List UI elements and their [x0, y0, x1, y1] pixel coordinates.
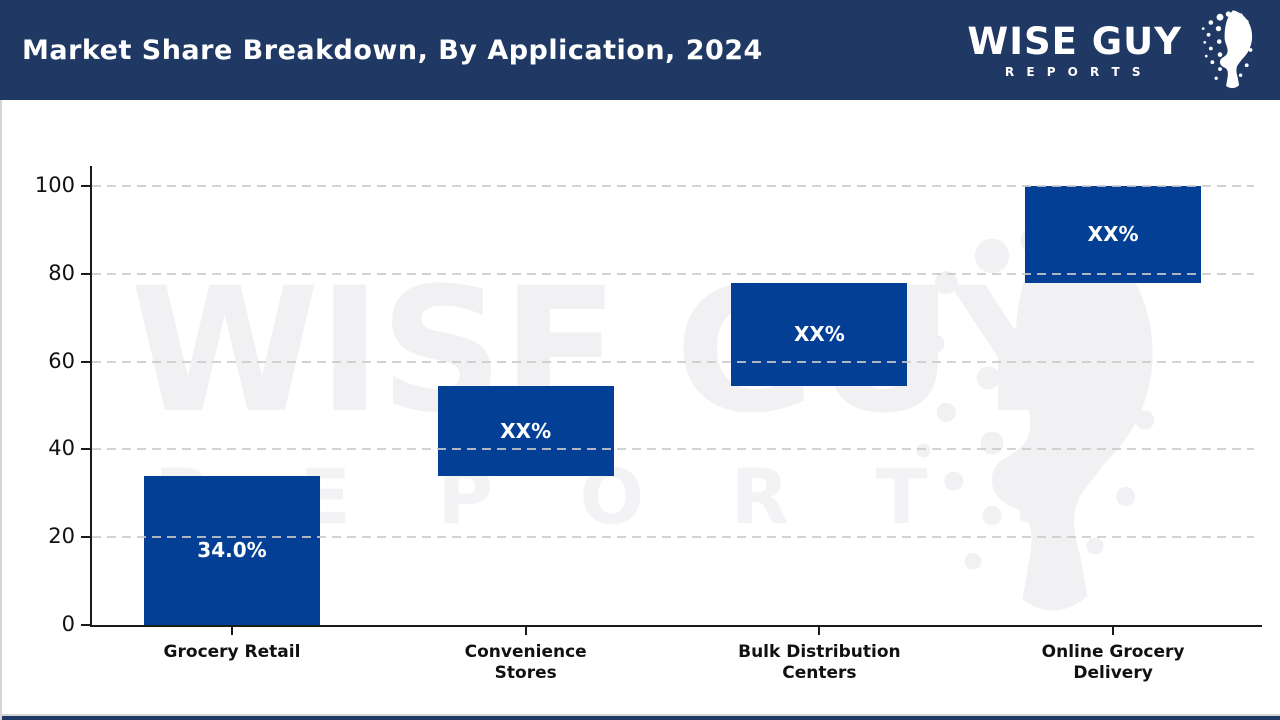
- y-tick-label: 60: [48, 348, 75, 373]
- y-tick-label: 40: [48, 436, 75, 461]
- brand-name: WISE GUY: [967, 19, 1182, 63]
- wise-guy-face-icon: [1201, 10, 1253, 89]
- header-bar: Market Share Breakdown, By Application, …: [0, 0, 1280, 100]
- y-tick-mark: [81, 448, 90, 451]
- x-tick-label: Bulk Distribution Centers: [738, 642, 901, 684]
- y-tick-label: 80: [48, 260, 75, 285]
- y-tick-label: 20: [48, 524, 75, 549]
- x-tick-mark: [231, 627, 233, 635]
- footer-strip: [2, 716, 1280, 720]
- bar: [1025, 186, 1202, 283]
- grid-line: [92, 272, 1254, 275]
- chart-canvas: WISE GUY R E P O R T S 0 20 40 60 80 100 34.0%…: [2, 100, 1280, 716]
- grid-line: [92, 360, 1254, 363]
- x-tick-mark: [818, 627, 821, 635]
- brand-subname: R E P O R T S: [1004, 64, 1145, 79]
- grid-line: [92, 448, 1254, 451]
- x-tick-mark: [524, 627, 527, 635]
- y-axis: [90, 166, 92, 627]
- y-tick-mark: [81, 536, 90, 539]
- x-tick-label: Online Grocery Delivery: [1041, 642, 1185, 684]
- y-tick-mark: [81, 185, 90, 187]
- bar: [731, 282, 908, 386]
- x-tick-label: Grocery Retail: [163, 642, 301, 662]
- bar-label: XX%: [793, 322, 845, 347]
- y-tick-mark: [81, 272, 90, 275]
- y-tick-label: 0: [61, 612, 75, 636]
- y-tick-mark: [81, 624, 90, 626]
- plot-area: 0 20 40 60 80 100 34.0% Grocery Retail XX% Conven…: [2, 100, 1280, 716]
- brand-text: WISE GUY R E P O R T S: [967, 23, 1182, 78]
- x-tick-label: Convenience Stores: [464, 642, 587, 684]
- x-tick-mark: [1112, 627, 1115, 635]
- bar: [144, 475, 320, 625]
- bar-label: XX%: [1087, 222, 1139, 247]
- grid-line: [92, 185, 1254, 187]
- brand-logo: WISE GUY R E P O R T S: [967, 8, 1256, 92]
- bar-label: XX%: [500, 418, 552, 443]
- bar-label: 34.0%: [197, 538, 267, 563]
- x-axis: [90, 625, 1262, 627]
- bottom-border-line: [2, 714, 1280, 716]
- bar: [437, 385, 614, 476]
- page-title: Market Share Breakdown, By Application, …: [22, 34, 763, 66]
- grid-line: [92, 536, 1254, 539]
- y-tick-label: 100: [34, 173, 75, 197]
- y-tick-mark: [81, 360, 90, 363]
